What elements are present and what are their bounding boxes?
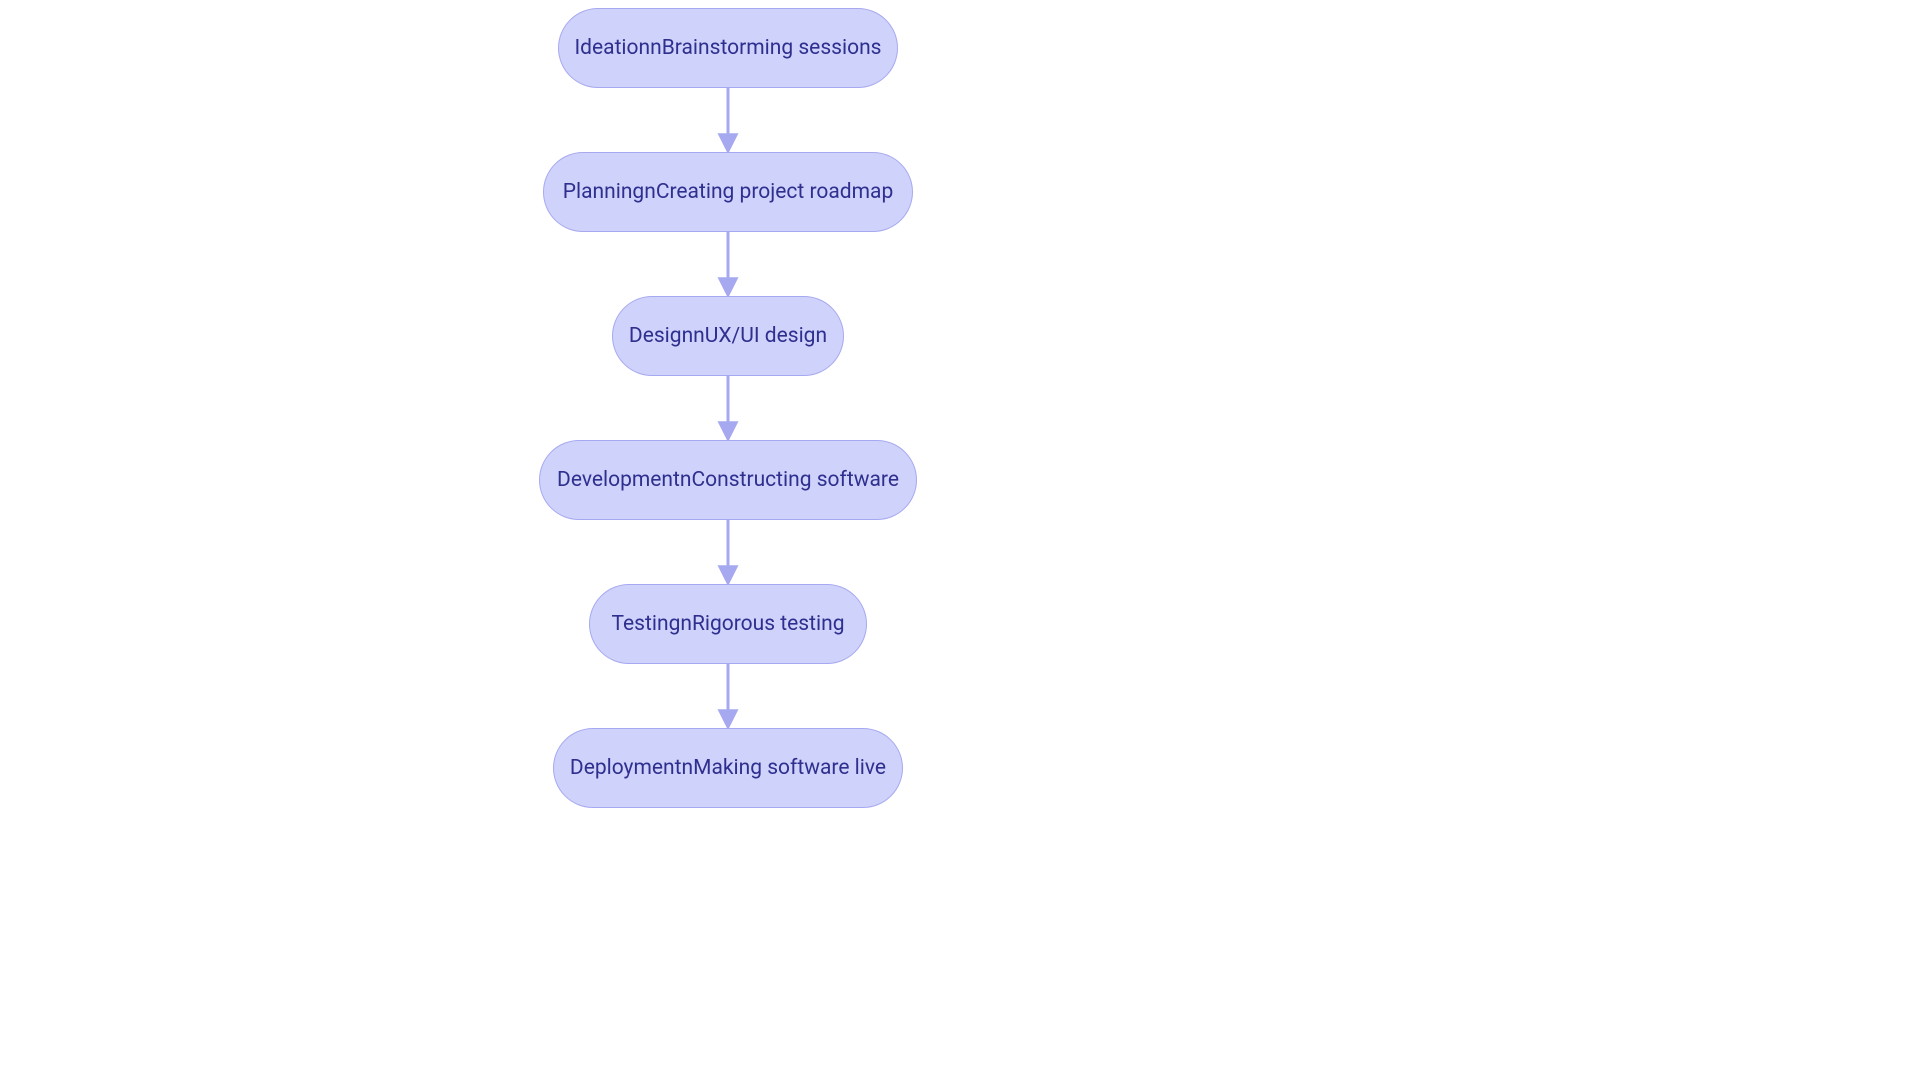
flowchart-node-label: TestingnRigorous testing xyxy=(612,612,845,636)
flowchart-node-label: IdeationnBrainstorming sessions xyxy=(574,36,881,60)
flowchart-node: PlanningnCreating project roadmap xyxy=(543,152,913,232)
flowchart-node-label: PlanningnCreating project roadmap xyxy=(563,180,893,204)
flowchart-node-label: DeploymentnMaking software live xyxy=(570,756,886,780)
flowchart-node-label: DesignnUX/UI design xyxy=(629,324,827,348)
flowchart-node: DevelopmentnConstructing software xyxy=(539,440,917,520)
flowchart-edges xyxy=(0,0,1920,1083)
flowchart-node: IdeationnBrainstorming sessions xyxy=(558,8,898,88)
flowchart-node: DeploymentnMaking software live xyxy=(553,728,903,808)
flowchart-node: DesignnUX/UI design xyxy=(612,296,844,376)
flowchart-node: TestingnRigorous testing xyxy=(589,584,867,664)
flowchart-node-label: DevelopmentnConstructing software xyxy=(557,468,899,492)
flowchart-canvas: IdeationnBrainstorming sessions Planningn… xyxy=(0,0,1920,1083)
